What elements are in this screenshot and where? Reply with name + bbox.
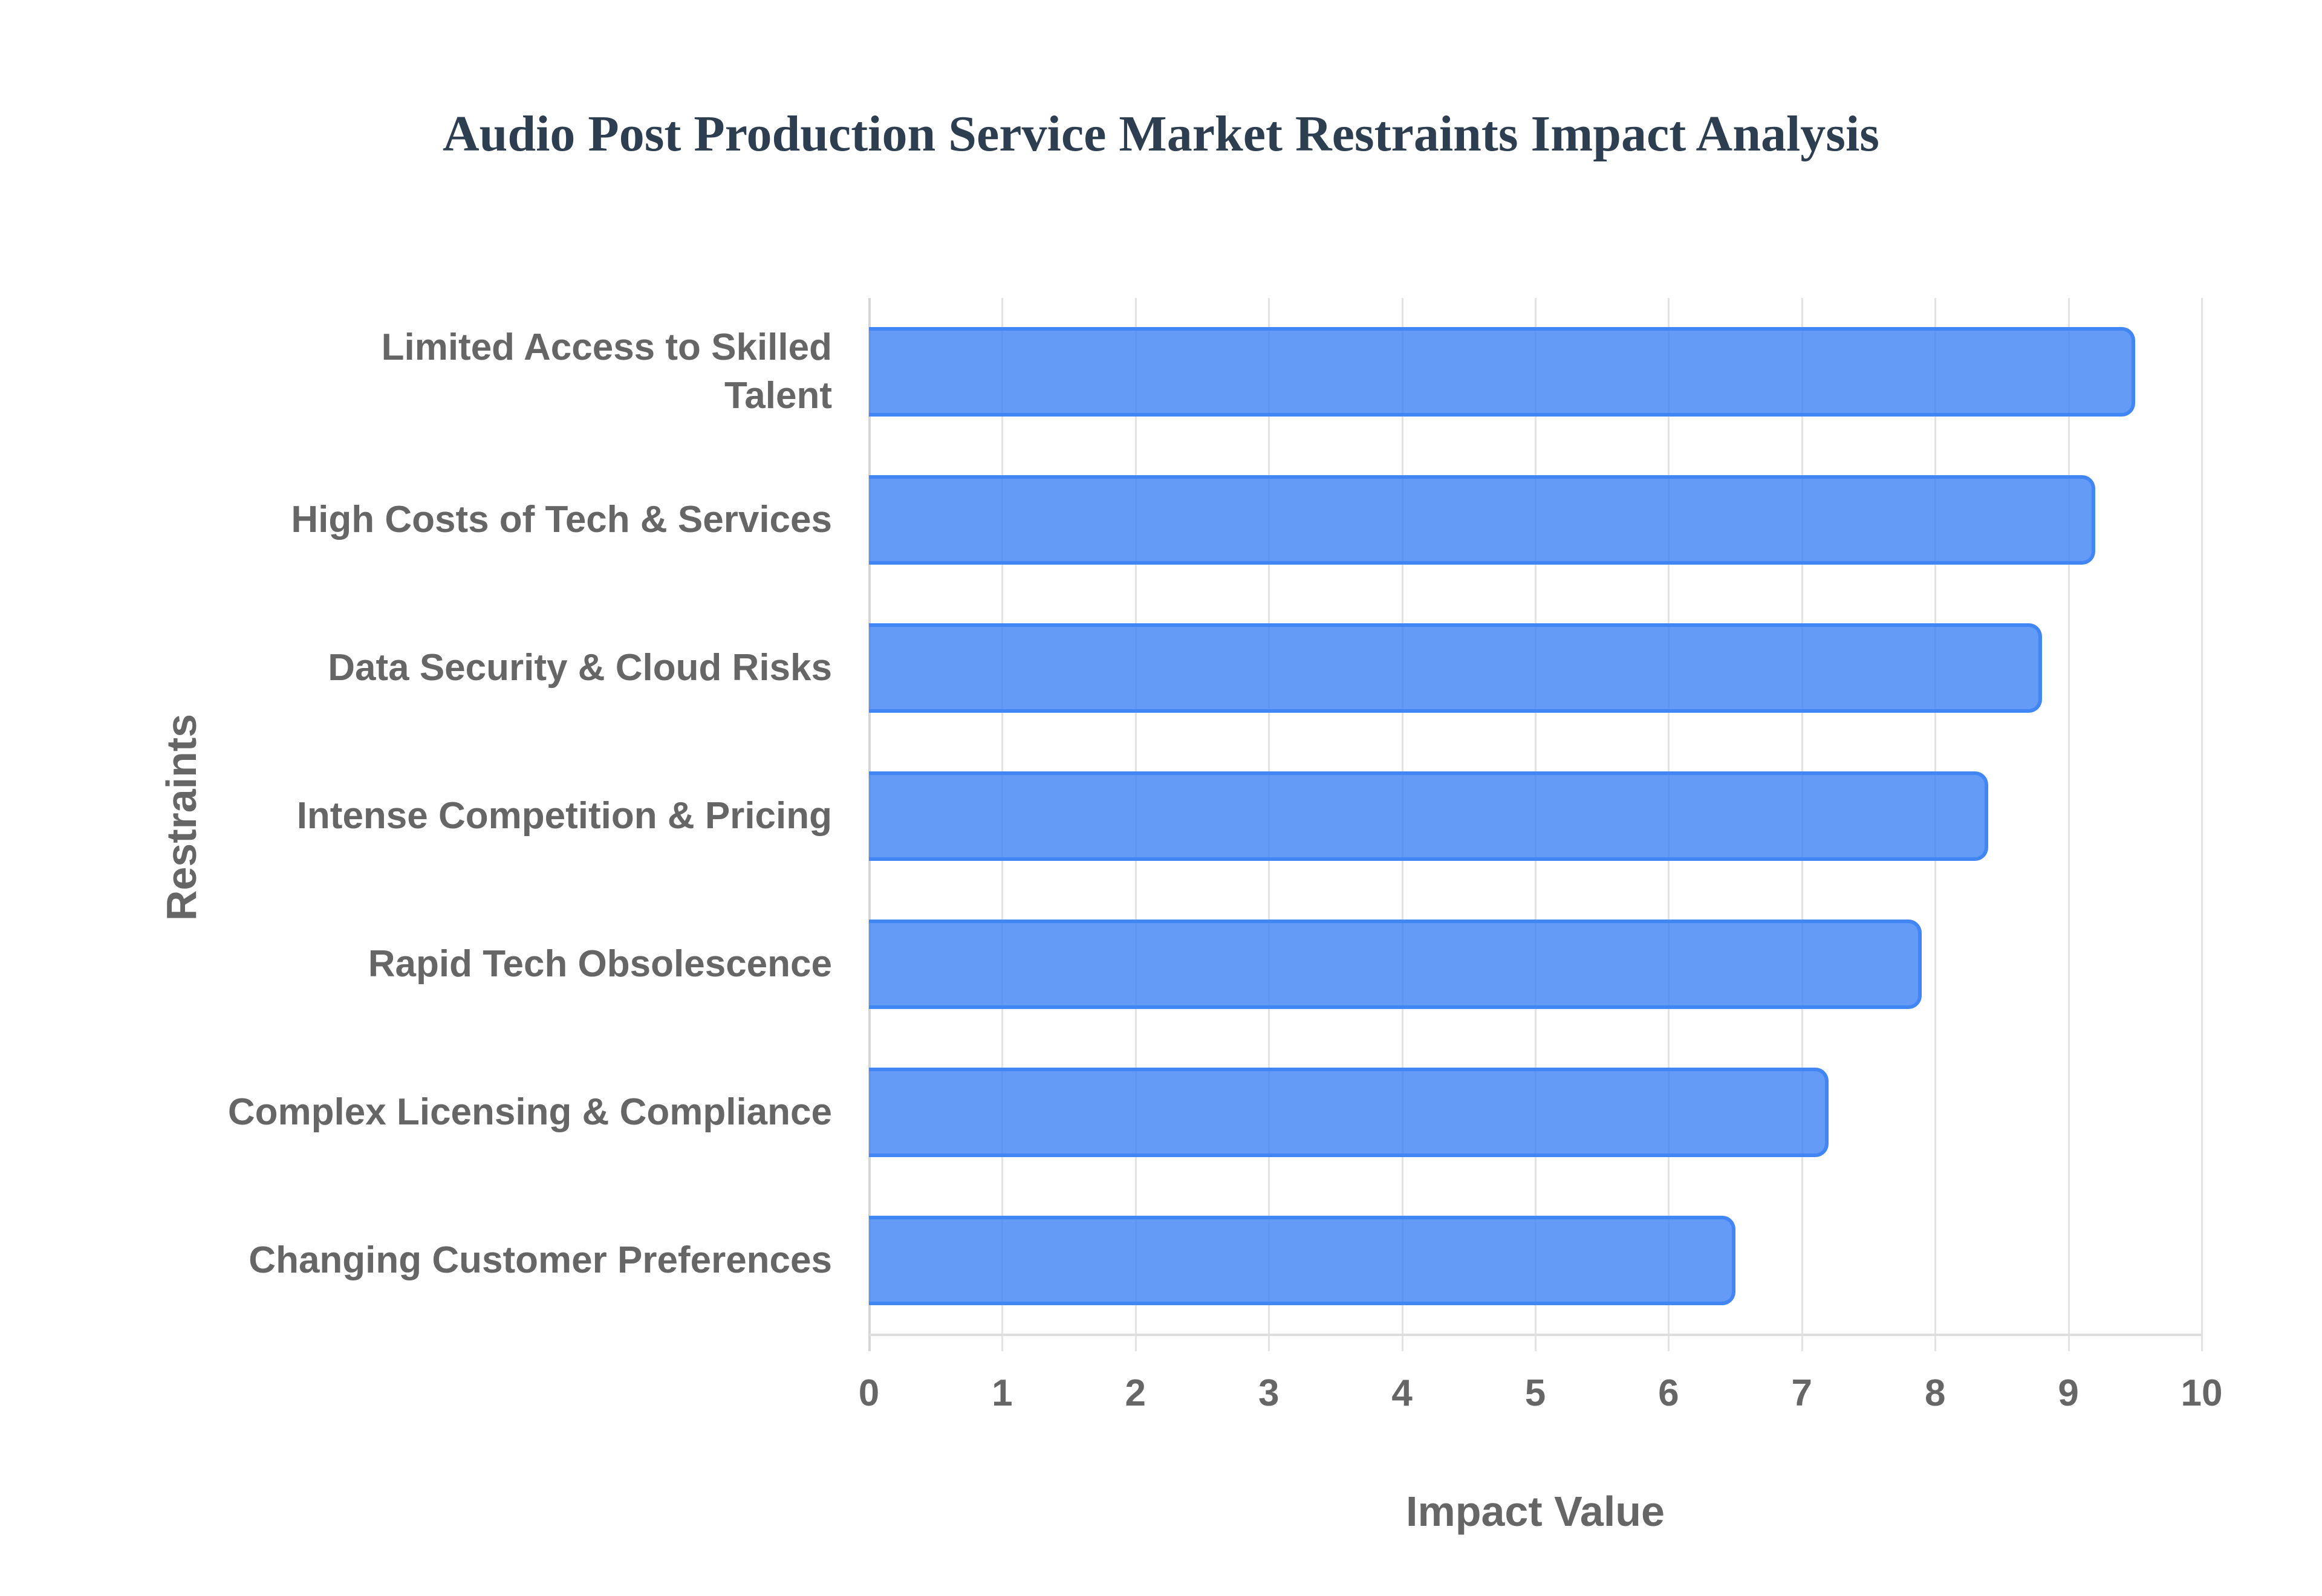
bar[interactable]	[869, 327, 2135, 417]
x-tick-label: 7	[1791, 1372, 1813, 1414]
x-tick-label: 8	[1924, 1372, 1946, 1414]
x-tick-label: 3	[1258, 1372, 1280, 1414]
y-category-label: Intense Competition & Pricing	[296, 795, 832, 837]
x-tick-label: 6	[1658, 1372, 1679, 1414]
gridline	[2201, 298, 2203, 1351]
bar[interactable]	[869, 1215, 1735, 1305]
plot-area	[868, 298, 2203, 1351]
x-axis-title: Impact Value	[1406, 1488, 1665, 1535]
y-category-label: Complex Licensing & Compliance	[227, 1091, 832, 1133]
y-category-label: Data Security & Cloud Risks	[328, 647, 832, 689]
bar[interactable]	[869, 1067, 1829, 1157]
bar[interactable]	[869, 771, 1989, 861]
bar[interactable]	[869, 919, 1922, 1009]
bar[interactable]	[869, 475, 2095, 565]
x-tick-label: 5	[1524, 1372, 1546, 1414]
x-axis-line	[869, 1334, 2202, 1336]
y-category-label: High Costs of Tech & Services	[291, 499, 832, 541]
x-tick-label: 10	[2181, 1372, 2223, 1414]
y-category-label: Changing Customer Preferences	[249, 1239, 832, 1281]
x-tick-label: 0	[858, 1372, 880, 1414]
bar[interactable]	[869, 623, 2042, 713]
chart-title: Audio Post Production Service Market Res…	[443, 106, 1879, 162]
gridline	[2067, 298, 2070, 1351]
x-tick-label: 2	[1125, 1372, 1146, 1414]
x-tick-label: 4	[1391, 1372, 1413, 1414]
y-category-label: Limited Access to Skilled Talent	[381, 326, 832, 417]
x-tick-label: 1	[992, 1372, 1013, 1414]
y-category-label: Rapid Tech Obsolescence	[368, 942, 832, 985]
x-tick-label: 9	[2058, 1372, 2079, 1414]
